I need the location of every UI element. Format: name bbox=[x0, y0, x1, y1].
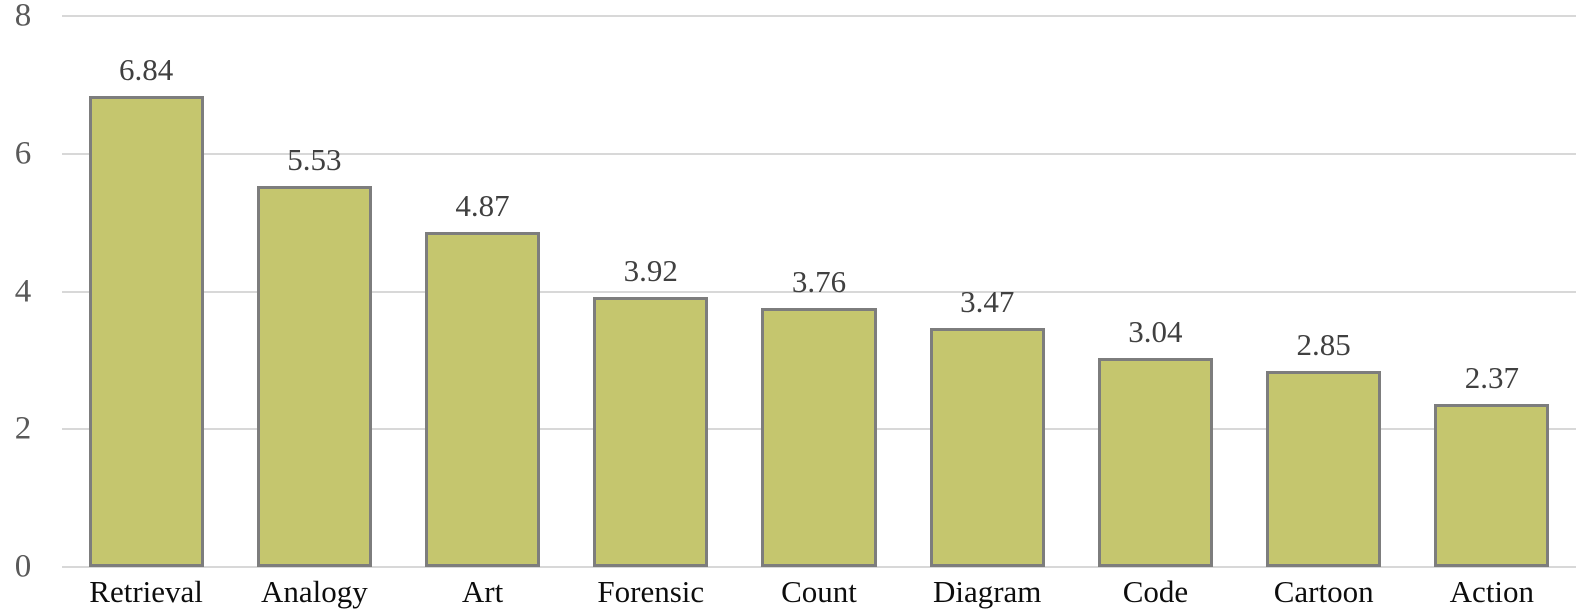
x-tick-label-forensic: Forensic bbox=[597, 574, 705, 609]
bar-value-label-retrieval: 6.84 bbox=[118, 51, 174, 87]
plot-area: 6.84 5.53 4.87 3.92 3.76 3.47 3.04 2.85 2.37 bbox=[62, 15, 1576, 568]
bar-forensic bbox=[593, 297, 709, 567]
x-tick-label-count: Count bbox=[781, 574, 857, 609]
y-tick-label-8: 8 bbox=[14, 0, 32, 34]
bar-group-count: 3.76 bbox=[735, 16, 903, 567]
x-tick-label-analogy: Analogy bbox=[260, 574, 368, 609]
x-tick-label-retrieval: Retrieval bbox=[89, 574, 203, 609]
x-tick-label-cartoon: Cartoon bbox=[1273, 574, 1374, 609]
bar-cartoon bbox=[1266, 370, 1382, 567]
bar-value-label-count: 3.76 bbox=[791, 263, 847, 299]
y-tick-label-4: 4 bbox=[14, 273, 32, 309]
bar-art bbox=[424, 231, 541, 567]
bar-group-forensic: 3.92 bbox=[567, 16, 735, 567]
y-axis: 0 2 4 6 8 bbox=[0, 0, 46, 583]
y-tick-label-0: 0 bbox=[14, 548, 32, 585]
bar-value-label-analogy: 5.53 bbox=[287, 142, 342, 178]
gridline-0 bbox=[62, 566, 1576, 568]
x-tick-label-code: Code bbox=[1122, 574, 1189, 609]
bar-group-code: 3.04 bbox=[1071, 16, 1239, 567]
bar-action bbox=[1434, 403, 1550, 567]
bar-value-label-action: 2.37 bbox=[1464, 359, 1519, 395]
x-tick-label-art: Art bbox=[461, 574, 504, 609]
bar-code bbox=[1097, 357, 1214, 567]
bar-value-label-forensic: 3.92 bbox=[623, 252, 678, 288]
bar-count bbox=[761, 308, 877, 567]
bar-value-label-diagram: 3.47 bbox=[960, 283, 1015, 319]
bar-value-label-cartoon: 2.85 bbox=[1296, 326, 1351, 362]
bar-value-label-art: 4.87 bbox=[455, 187, 510, 223]
bar-group-retrieval: 6.84 bbox=[62, 16, 230, 567]
bar-group-cartoon: 2.85 bbox=[1240, 16, 1408, 567]
gridline-8 bbox=[62, 15, 1576, 17]
bars-container: 6.84 5.53 4.87 3.92 3.76 3.47 3.04 2.85 2.37 bbox=[62, 16, 1576, 567]
bar-group-art: 4.87 bbox=[398, 16, 566, 567]
bar-diagram bbox=[929, 328, 1045, 567]
bar-group-action: 2.37 bbox=[1408, 16, 1576, 567]
bar-value-label-code: 3.04 bbox=[1128, 313, 1183, 349]
y-tick-label-6: 6 bbox=[14, 135, 32, 172]
gridline-6 bbox=[62, 152, 1576, 155]
x-axis: Retrieval Analogy Art Forensic Count Diagram C… bbox=[62, 567, 1576, 613]
bar-group-analogy: 5.53 bbox=[230, 16, 398, 567]
x-tick-label-action: Action bbox=[1449, 574, 1535, 609]
bar-retrieval bbox=[88, 95, 204, 567]
y-tick-label-2: 2 bbox=[14, 410, 32, 447]
bar-analogy bbox=[256, 186, 372, 567]
gridline-4 bbox=[62, 290, 1576, 293]
x-tick-label-diagram: Diagram bbox=[932, 574, 1042, 609]
bar-group-diagram: 3.47 bbox=[903, 16, 1071, 567]
